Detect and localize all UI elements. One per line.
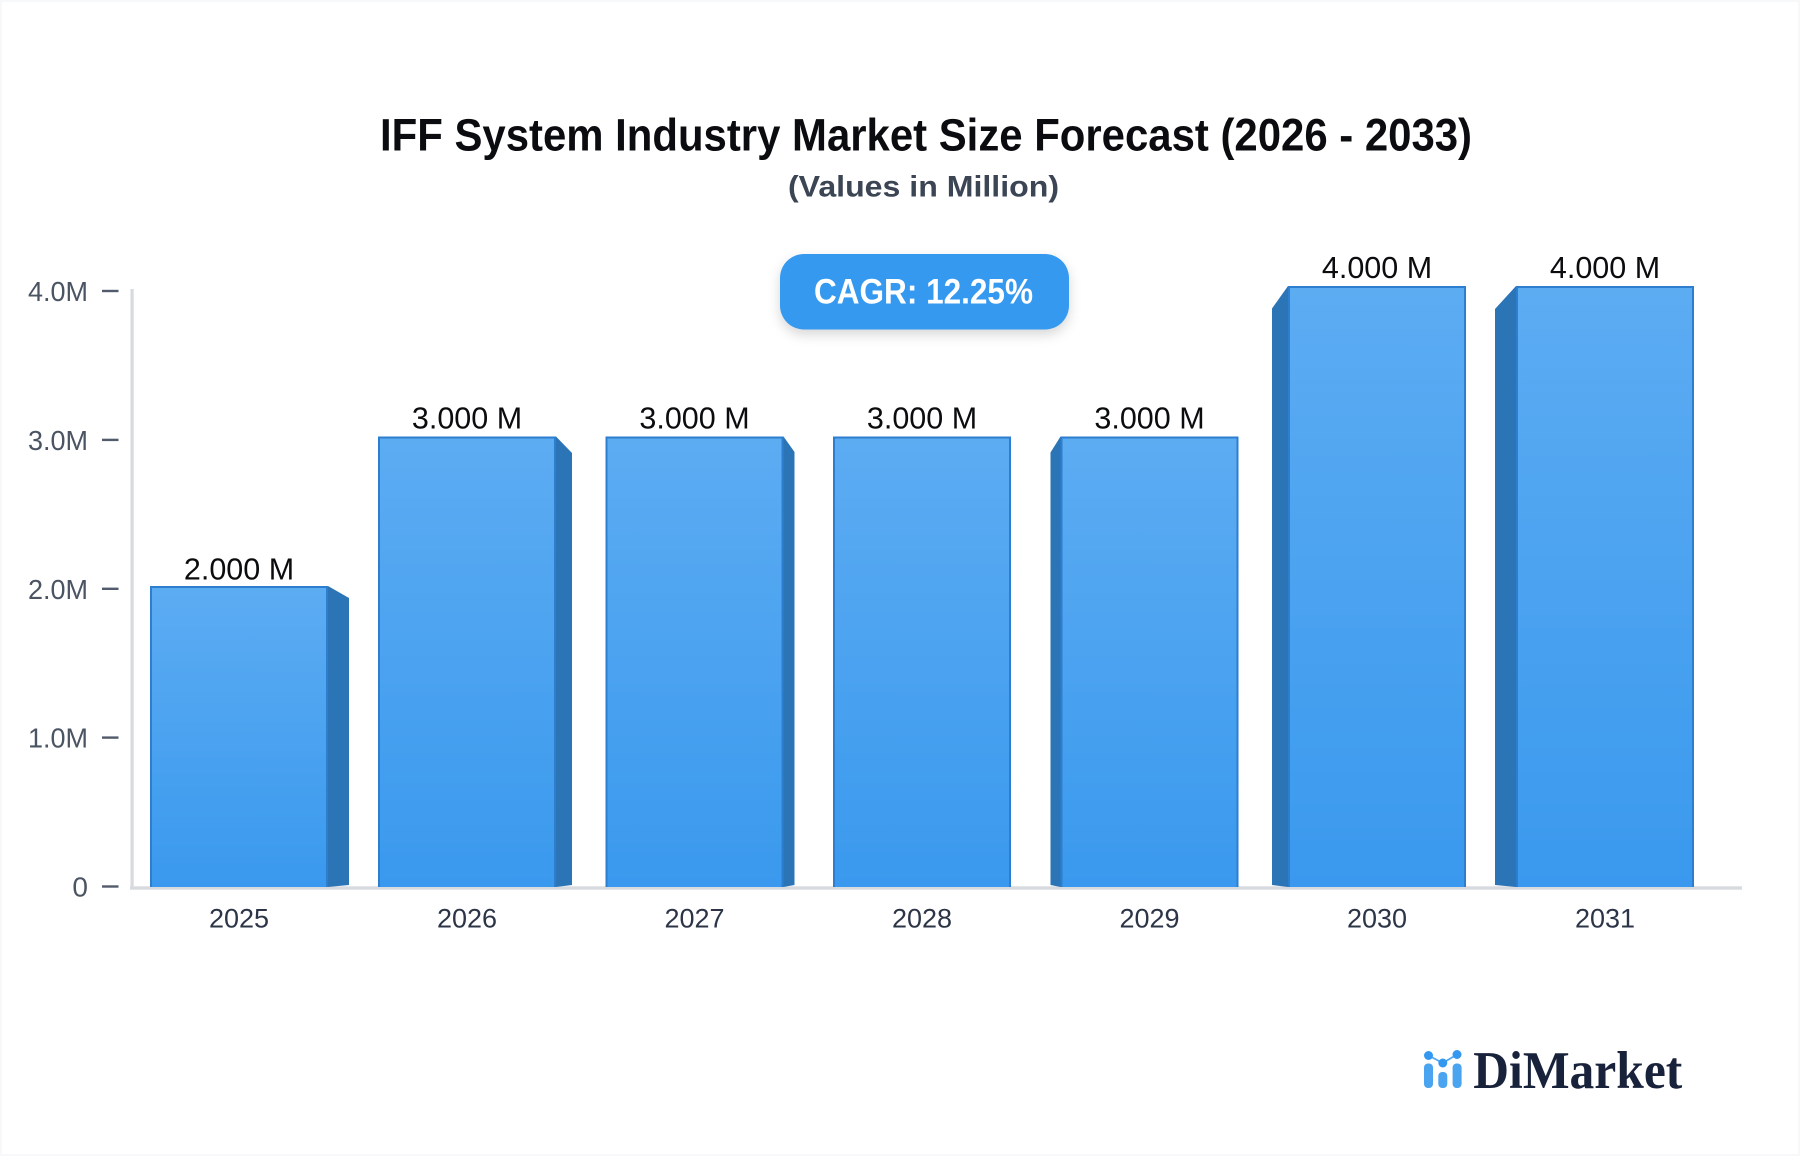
svg-text:IFF System Industry Market Siz: IFF System Industry Market Size Forecast…	[380, 110, 1472, 161]
svg-text:2027: 2027	[664, 904, 724, 934]
svg-text:3.000 M: 3.000 M	[639, 402, 749, 436]
svg-text:DiMarket: DiMarket	[1473, 1042, 1682, 1100]
svg-text:2.0M: 2.0M	[28, 574, 88, 605]
svg-text:0: 0	[72, 872, 88, 903]
svg-text:2026: 2026	[437, 904, 497, 934]
svg-text:3.000 M: 3.000 M	[867, 402, 977, 436]
svg-text:2029: 2029	[1119, 904, 1179, 934]
svg-text:4.0M: 4.0M	[28, 276, 88, 307]
svg-text:2028: 2028	[892, 904, 952, 934]
svg-text:CAGR: 12.25%: CAGR: 12.25%	[814, 271, 1033, 311]
svg-text:2031: 2031	[1575, 904, 1635, 934]
svg-text:4.000 M: 4.000 M	[1322, 251, 1432, 285]
svg-text:2030: 2030	[1347, 904, 1407, 934]
svg-text:1.0M: 1.0M	[28, 723, 88, 754]
svg-text:(Values in Million): (Values in Million)	[788, 170, 1059, 203]
svg-text:2025: 2025	[209, 904, 269, 934]
svg-text:3.000 M: 3.000 M	[412, 402, 522, 436]
svg-text:3.000 M: 3.000 M	[1094, 402, 1204, 436]
svg-text:2.000 M: 2.000 M	[184, 553, 294, 587]
svg-text:4.000 M: 4.000 M	[1550, 251, 1660, 285]
svg-text:3.0M: 3.0M	[28, 425, 88, 456]
